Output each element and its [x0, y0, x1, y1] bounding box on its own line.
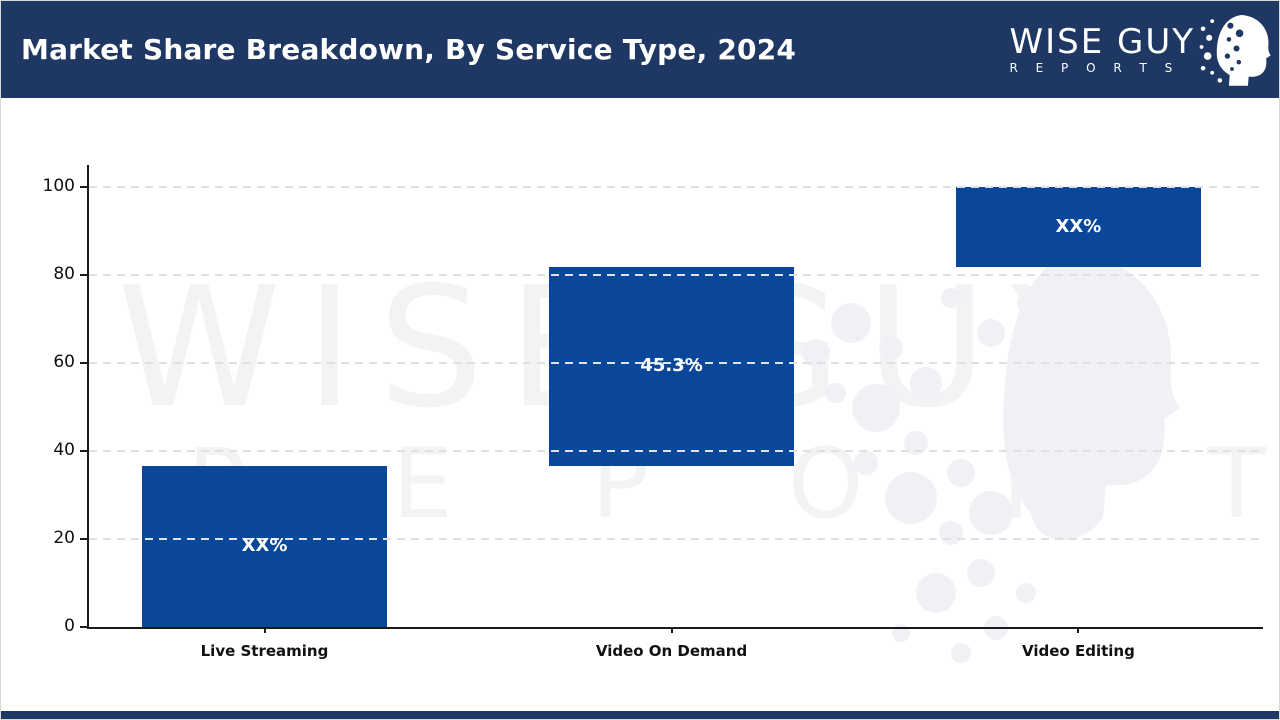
head-profile-icon: [1199, 15, 1271, 86]
gridline-60: [89, 362, 1263, 364]
gridline-100: [89, 186, 1263, 188]
y-tick-label: 80: [53, 264, 75, 284]
bar-3: [955, 187, 1201, 267]
y-tick-label: 20: [53, 528, 75, 548]
gridline-40: [89, 450, 1263, 452]
gridline-20: [89, 538, 1263, 540]
x-tick-mark: [1077, 627, 1080, 633]
x-tick-label-2: Video On Demand: [595, 642, 748, 660]
y-tick-mark: [80, 186, 87, 188]
wise-guy-reports-logo: WISE GUY R E P O R T S: [1009, 5, 1273, 95]
bar-2: [549, 266, 795, 466]
logo-text: WISE GUY R E P O R T S: [1009, 21, 1195, 76]
logo-wordmark: WISE GUY: [1009, 21, 1195, 62]
bar-value-label: 45.3%: [640, 355, 703, 377]
y-tick-mark: [80, 538, 87, 540]
y-tick-label: 40: [53, 440, 75, 460]
y-tick-mark: [80, 274, 87, 276]
bar-value-label: XX%: [1055, 215, 1102, 237]
y-tick-label: 60: [53, 352, 75, 372]
bar-1: [142, 465, 387, 627]
bar-value-label: XX%: [241, 535, 288, 557]
footer-bar: [1, 711, 1279, 719]
x-tick-label-3: Video Editing: [1022, 642, 1135, 660]
x-tick-label-1: Live Streaming: [200, 642, 329, 660]
chart-title: Market Share Breakdown, By Service Type,…: [21, 33, 797, 66]
x-tick-mark: [670, 627, 673, 633]
header: Market Share Breakdown, By Service Type,…: [1, 1, 1279, 98]
watermark-head-icon: [802, 253, 1180, 663]
y-tick-label: 0: [64, 616, 75, 636]
y-tick-mark: [80, 450, 87, 452]
chart-area: WISE GUY R E P O R T S 020406080100XX%45…: [1, 98, 1279, 713]
plot-area: 0 20 40 60 80 100 XX% 45.3% XX% Live Streaming Vid…: [43, 165, 1263, 660]
y-tick-mark: [80, 626, 87, 628]
gridline-80: [89, 274, 1263, 276]
x-tick-mark: [263, 627, 266, 633]
y-tick-mark: [80, 362, 87, 364]
logo-subtitle: R E P O R T S: [1009, 61, 1180, 76]
y-tick-label: 100: [42, 176, 75, 196]
